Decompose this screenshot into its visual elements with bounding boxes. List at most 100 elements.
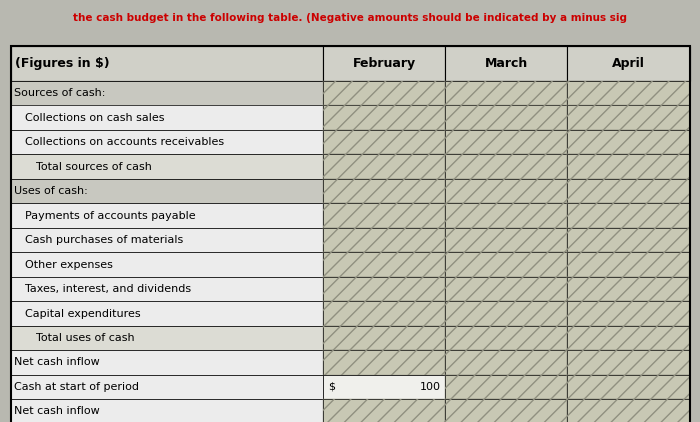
Bar: [445, 350, 567, 375]
Bar: [445, 203, 567, 228]
Text: Capital expenditures: Capital expenditures: [25, 308, 141, 319]
Text: Net cash inflow: Net cash inflow: [14, 357, 99, 368]
Bar: [10, 81, 323, 106]
Bar: [445, 399, 567, 422]
Bar: [10, 154, 323, 179]
Bar: [10, 350, 323, 375]
Text: Collections on cash sales: Collections on cash sales: [25, 113, 164, 123]
Text: Cash at start of period: Cash at start of period: [14, 382, 139, 392]
Bar: [445, 106, 567, 130]
Bar: [323, 350, 445, 375]
Bar: [323, 46, 445, 81]
Bar: [10, 106, 323, 130]
Bar: [10, 301, 323, 326]
Bar: [323, 154, 445, 179]
Bar: [567, 375, 690, 399]
Bar: [323, 130, 445, 154]
Bar: [567, 399, 690, 422]
Bar: [323, 228, 445, 252]
Text: Total uses of cash: Total uses of cash: [36, 333, 135, 343]
Bar: [567, 252, 690, 277]
Bar: [445, 326, 567, 350]
Bar: [567, 228, 690, 252]
Bar: [323, 301, 445, 326]
Bar: [445, 252, 567, 277]
Text: Sources of cash:: Sources of cash:: [14, 88, 106, 98]
Bar: [323, 81, 445, 106]
Bar: [323, 326, 445, 350]
Bar: [445, 228, 567, 252]
Text: Cash purchases of materials: Cash purchases of materials: [25, 235, 183, 245]
Bar: [323, 301, 445, 326]
Bar: [323, 81, 445, 106]
Bar: [445, 375, 567, 399]
Bar: [567, 46, 690, 81]
Bar: [10, 179, 323, 203]
Bar: [445, 228, 567, 252]
Bar: [445, 130, 567, 154]
Bar: [445, 277, 567, 301]
Bar: [445, 301, 567, 326]
Bar: [567, 81, 690, 106]
Bar: [323, 399, 445, 422]
Bar: [323, 399, 445, 422]
Bar: [445, 130, 567, 154]
Bar: [567, 375, 690, 399]
Bar: [445, 46, 567, 81]
Bar: [445, 154, 567, 179]
Bar: [567, 399, 690, 422]
Bar: [445, 179, 567, 203]
Bar: [323, 179, 445, 203]
Bar: [445, 252, 567, 277]
Bar: [445, 350, 567, 375]
Text: Total sources of cash: Total sources of cash: [36, 162, 153, 172]
Bar: [567, 301, 690, 326]
Bar: [323, 154, 445, 179]
Bar: [567, 228, 690, 252]
Bar: [323, 106, 445, 130]
Bar: [323, 130, 445, 154]
Bar: [445, 277, 567, 301]
Bar: [445, 399, 567, 422]
Text: $: $: [328, 382, 335, 392]
Bar: [10, 46, 323, 81]
Bar: [567, 350, 690, 375]
Text: the cash budget in the following table. (Negative amounts should be indicated by: the cash budget in the following table. …: [73, 13, 627, 23]
Bar: [323, 179, 445, 203]
Bar: [10, 277, 323, 301]
Bar: [10, 203, 323, 228]
Text: 100: 100: [420, 382, 441, 392]
Bar: [445, 179, 567, 203]
Text: Taxes, interest, and dividends: Taxes, interest, and dividends: [25, 284, 191, 294]
Bar: [10, 228, 323, 252]
Bar: [323, 252, 445, 277]
Text: (Figures in $): (Figures in $): [15, 57, 109, 70]
Bar: [567, 277, 690, 301]
Bar: [323, 277, 445, 301]
Bar: [567, 326, 690, 350]
Bar: [10, 252, 323, 277]
Bar: [445, 154, 567, 179]
Bar: [445, 301, 567, 326]
Bar: [10, 399, 323, 422]
Bar: [445, 106, 567, 130]
Bar: [567, 179, 690, 203]
Bar: [323, 203, 445, 228]
Bar: [567, 350, 690, 375]
Bar: [567, 301, 690, 326]
Bar: [323, 375, 445, 399]
Bar: [567, 326, 690, 350]
Bar: [567, 106, 690, 130]
Bar: [567, 277, 690, 301]
Bar: [323, 350, 445, 375]
Bar: [445, 81, 567, 106]
Bar: [567, 130, 690, 154]
Bar: [445, 203, 567, 228]
Bar: [10, 326, 323, 350]
Text: March: March: [484, 57, 528, 70]
Bar: [567, 130, 690, 154]
Bar: [323, 228, 445, 252]
Text: Payments of accounts payable: Payments of accounts payable: [25, 211, 196, 221]
Text: Uses of cash:: Uses of cash:: [14, 186, 88, 196]
Bar: [567, 154, 690, 179]
